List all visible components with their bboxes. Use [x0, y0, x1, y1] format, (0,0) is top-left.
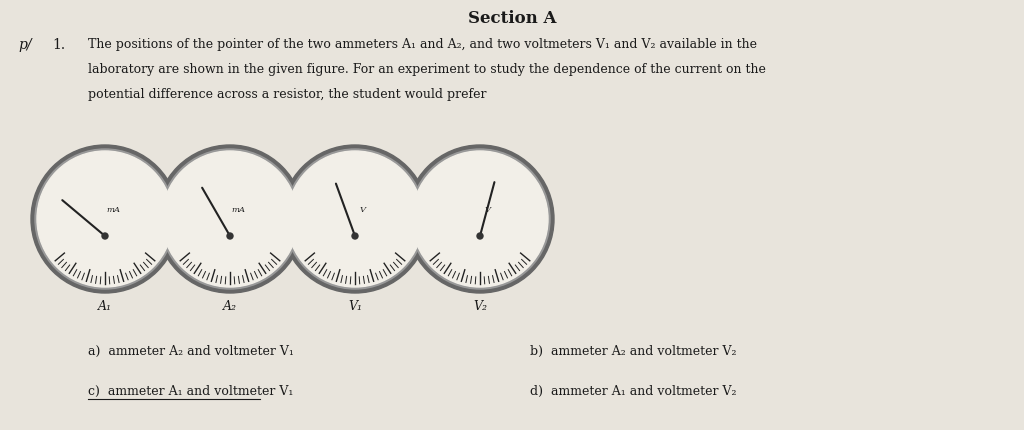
Text: d)  ammeter A₁ and voltmeter V₂: d) ammeter A₁ and voltmeter V₂: [530, 384, 736, 397]
Circle shape: [410, 150, 550, 289]
Text: V: V: [485, 205, 490, 213]
Circle shape: [406, 146, 554, 293]
Circle shape: [102, 233, 108, 240]
Circle shape: [477, 233, 483, 240]
Circle shape: [160, 150, 300, 289]
Circle shape: [352, 233, 358, 240]
Text: c)  ammeter A₁ and voltmeter V₁: c) ammeter A₁ and voltmeter V₁: [88, 384, 293, 397]
Text: V₂: V₂: [473, 299, 487, 312]
Text: Section A: Section A: [468, 10, 556, 27]
Text: p/: p/: [18, 38, 32, 52]
Text: b)  ammeter A₂ and voltmeter V₂: b) ammeter A₂ and voltmeter V₂: [530, 344, 736, 357]
Text: A₂: A₂: [223, 299, 237, 312]
Text: mA: mA: [106, 205, 120, 213]
Text: potential difference across a resistor, the student would prefer: potential difference across a resistor, …: [88, 88, 486, 101]
Text: A₁: A₁: [98, 299, 112, 312]
Circle shape: [412, 152, 548, 287]
Text: The positions of the pointer of the two ammeters A₁ and A₂, and two voltmeters V: The positions of the pointer of the two …: [88, 38, 757, 51]
Text: V₁: V₁: [348, 299, 362, 312]
Text: laboratory are shown in the given figure. For an experiment to study the depende: laboratory are shown in the given figure…: [88, 63, 766, 76]
Circle shape: [156, 146, 304, 293]
Circle shape: [31, 146, 179, 293]
Text: 1.: 1.: [52, 38, 66, 52]
Circle shape: [35, 150, 175, 289]
Text: V: V: [360, 205, 366, 213]
Circle shape: [287, 152, 423, 287]
Text: a)  ammeter A₂ and voltmeter V₁: a) ammeter A₂ and voltmeter V₁: [88, 344, 294, 357]
Circle shape: [162, 152, 298, 287]
Circle shape: [37, 152, 173, 287]
Circle shape: [285, 150, 425, 289]
Text: mA: mA: [231, 205, 245, 213]
Circle shape: [281, 146, 429, 293]
Circle shape: [227, 233, 233, 240]
